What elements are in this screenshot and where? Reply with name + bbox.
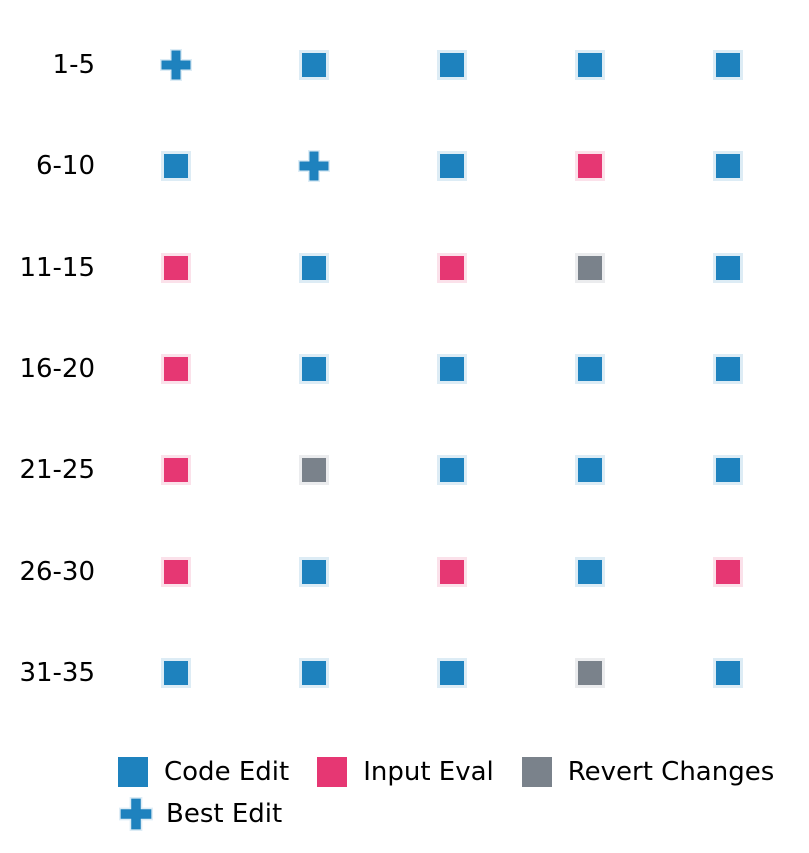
marker-best-edit <box>297 149 331 183</box>
marker-code-edit <box>440 154 464 178</box>
legend-label: Revert Changes <box>567 757 775 787</box>
row-label: 31-35 <box>19 658 95 688</box>
marker-code-edit <box>716 53 740 77</box>
marker-code-edit <box>302 560 326 584</box>
marker-code-edit <box>440 661 464 685</box>
legend: Code Edit Input Eval Revert Changes Best Ed… <box>118 754 774 832</box>
marker-code-edit <box>302 256 326 280</box>
marker-revert-changes <box>578 256 602 280</box>
marker-input-eval <box>164 560 188 584</box>
marker-code-edit <box>302 357 326 381</box>
marker-code-edit <box>578 357 602 381</box>
marker-code-edit <box>716 256 740 280</box>
row-label: 6-10 <box>35 151 95 181</box>
marker-best-edit <box>159 48 193 82</box>
legend-label: Best Edit <box>166 799 283 829</box>
marker-input-eval <box>716 560 740 584</box>
plus-marker-icon <box>118 796 154 832</box>
row-label: 11-15 <box>19 253 95 283</box>
row-label: 21-25 <box>19 455 95 485</box>
marker-code-edit <box>164 661 188 685</box>
marker-code-edit <box>164 154 188 178</box>
marker-code-edit <box>578 458 602 482</box>
marker-code-edit <box>716 458 740 482</box>
marker-input-eval <box>440 560 464 584</box>
marker-revert-changes <box>302 458 326 482</box>
square-marker-icon <box>521 757 552 787</box>
legend-label: Input Eval <box>363 757 494 787</box>
marker-code-edit <box>716 661 740 685</box>
marker-input-eval <box>164 256 188 280</box>
legend-item-revert-changes: Revert Changes <box>521 757 775 787</box>
legend-row: Code Edit Input Eval Revert Changes <box>118 754 774 790</box>
legend-item-best-edit: Best Edit <box>118 796 282 832</box>
marker-input-eval <box>578 154 602 178</box>
marker-code-edit <box>302 661 326 685</box>
legend-row: Best Edit <box>118 796 774 832</box>
row-label: 1-5 <box>52 50 95 80</box>
marker-input-eval <box>440 256 464 280</box>
marker-code-edit <box>716 154 740 178</box>
marker-code-edit <box>440 53 464 77</box>
row-label: 26-30 <box>19 557 95 587</box>
legend-label: Code Edit <box>164 757 290 787</box>
marker-code-edit <box>302 53 326 77</box>
marker-input-eval <box>164 458 188 482</box>
row-label: 16-20 <box>19 354 95 384</box>
marker-code-edit <box>716 357 740 381</box>
marker-code-edit <box>578 53 602 77</box>
marker-code-edit <box>578 560 602 584</box>
marker-revert-changes <box>578 661 602 685</box>
marker-code-edit <box>440 357 464 381</box>
legend-item-code-edit: Code Edit <box>118 757 289 787</box>
square-marker-icon <box>317 757 348 787</box>
legend-item-input-eval: Input Eval <box>317 757 494 787</box>
marker-code-edit <box>440 458 464 482</box>
square-marker-icon <box>118 757 148 787</box>
marker-input-eval <box>164 357 188 381</box>
